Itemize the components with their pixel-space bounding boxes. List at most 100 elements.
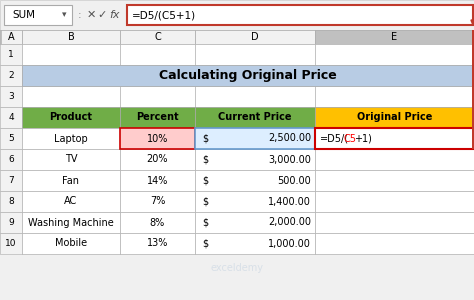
Text: 20%: 20% [147,154,168,164]
Bar [195,30,315,44]
Bar [0,30,22,44]
Text: E: E [392,32,398,42]
Text: B: B [68,32,74,42]
Bar [22,149,120,170]
Bar [120,170,195,191]
Bar [120,65,195,86]
Bar [0,44,22,65]
Text: 5: 5 [8,134,14,143]
Bar [315,128,474,149]
Text: 1: 1 [8,50,14,59]
Text: 2: 2 [8,71,14,80]
Bar [120,212,195,233]
Text: 3: 3 [8,92,14,101]
Bar [195,191,315,212]
Text: 1,400.00: 1,400.00 [268,196,311,206]
Text: 500.00: 500.00 [277,176,311,185]
Bar [4,5,72,25]
Bar [0,233,22,254]
Bar [120,107,195,128]
Bar [315,233,474,254]
Bar [22,107,120,128]
Bar [195,191,315,212]
Bar [120,30,195,44]
Text: 14%: 14% [147,176,168,185]
Bar [315,170,474,191]
Bar [120,149,195,170]
Bar [120,86,195,107]
Text: 7%: 7% [150,196,165,206]
Bar [22,212,120,233]
Bar [0,0,474,30]
Text: Original Price: Original Price [357,112,432,122]
Bar [120,191,195,212]
Text: :: : [78,10,82,20]
Text: $: $ [202,238,208,248]
Bar [195,149,315,170]
Bar [120,170,195,191]
Bar [315,170,474,191]
Bar [315,191,474,212]
Bar [315,65,474,86]
Bar [120,149,195,170]
Text: AC: AC [64,196,78,206]
Bar [315,149,474,170]
Text: 7: 7 [8,176,14,185]
Bar [22,233,120,254]
Bar [472,30,474,149]
Bar [195,212,315,233]
Text: 4: 4 [8,113,14,122]
Bar [0,212,22,233]
Text: $: $ [202,154,208,164]
Bar [0,128,22,149]
Bar [22,107,120,128]
Text: SUM: SUM [12,10,35,20]
Text: 9: 9 [8,218,14,227]
Bar [315,191,474,212]
Text: Product: Product [49,112,92,122]
Text: $: $ [202,134,208,143]
Bar [120,128,195,149]
Text: C5: C5 [344,134,357,143]
Text: 3,000.00: 3,000.00 [268,154,311,164]
Bar [22,170,120,191]
Text: 8: 8 [8,197,14,206]
Bar [195,44,315,65]
Bar [0,149,22,170]
Text: 2,500.00: 2,500.00 [268,134,311,143]
Bar [315,30,474,44]
Bar [22,30,120,44]
Bar [315,107,474,128]
Bar [120,128,195,149]
Text: $: $ [202,196,208,206]
Bar [22,128,120,149]
Text: A: A [8,32,14,42]
Text: 10: 10 [5,239,17,248]
Text: Calculating Original Price: Calculating Original Price [159,69,337,82]
Bar [22,170,120,191]
Bar [120,212,195,233]
Bar [195,170,315,191]
Bar [195,128,315,149]
Bar [0,107,22,128]
Bar [22,128,120,149]
Bar [120,233,195,254]
Bar [315,212,474,233]
Bar [0,170,22,191]
Bar [127,5,473,25]
Text: ▾: ▾ [62,11,66,20]
Text: 13%: 13% [147,238,168,248]
Text: exceldemy: exceldemy [210,263,264,273]
Bar [0,86,22,107]
Text: 10%: 10% [147,134,168,143]
Text: =D5/(: =D5/( [320,134,349,143]
Text: C: C [154,32,161,42]
Bar [120,44,195,65]
Bar [195,170,315,191]
Bar [195,107,315,128]
Text: 2,000.00: 2,000.00 [268,218,311,227]
Text: 6: 6 [8,155,14,164]
Bar [0,30,1,44]
Text: ✕: ✕ [86,10,96,20]
Text: +1): +1) [354,134,372,143]
